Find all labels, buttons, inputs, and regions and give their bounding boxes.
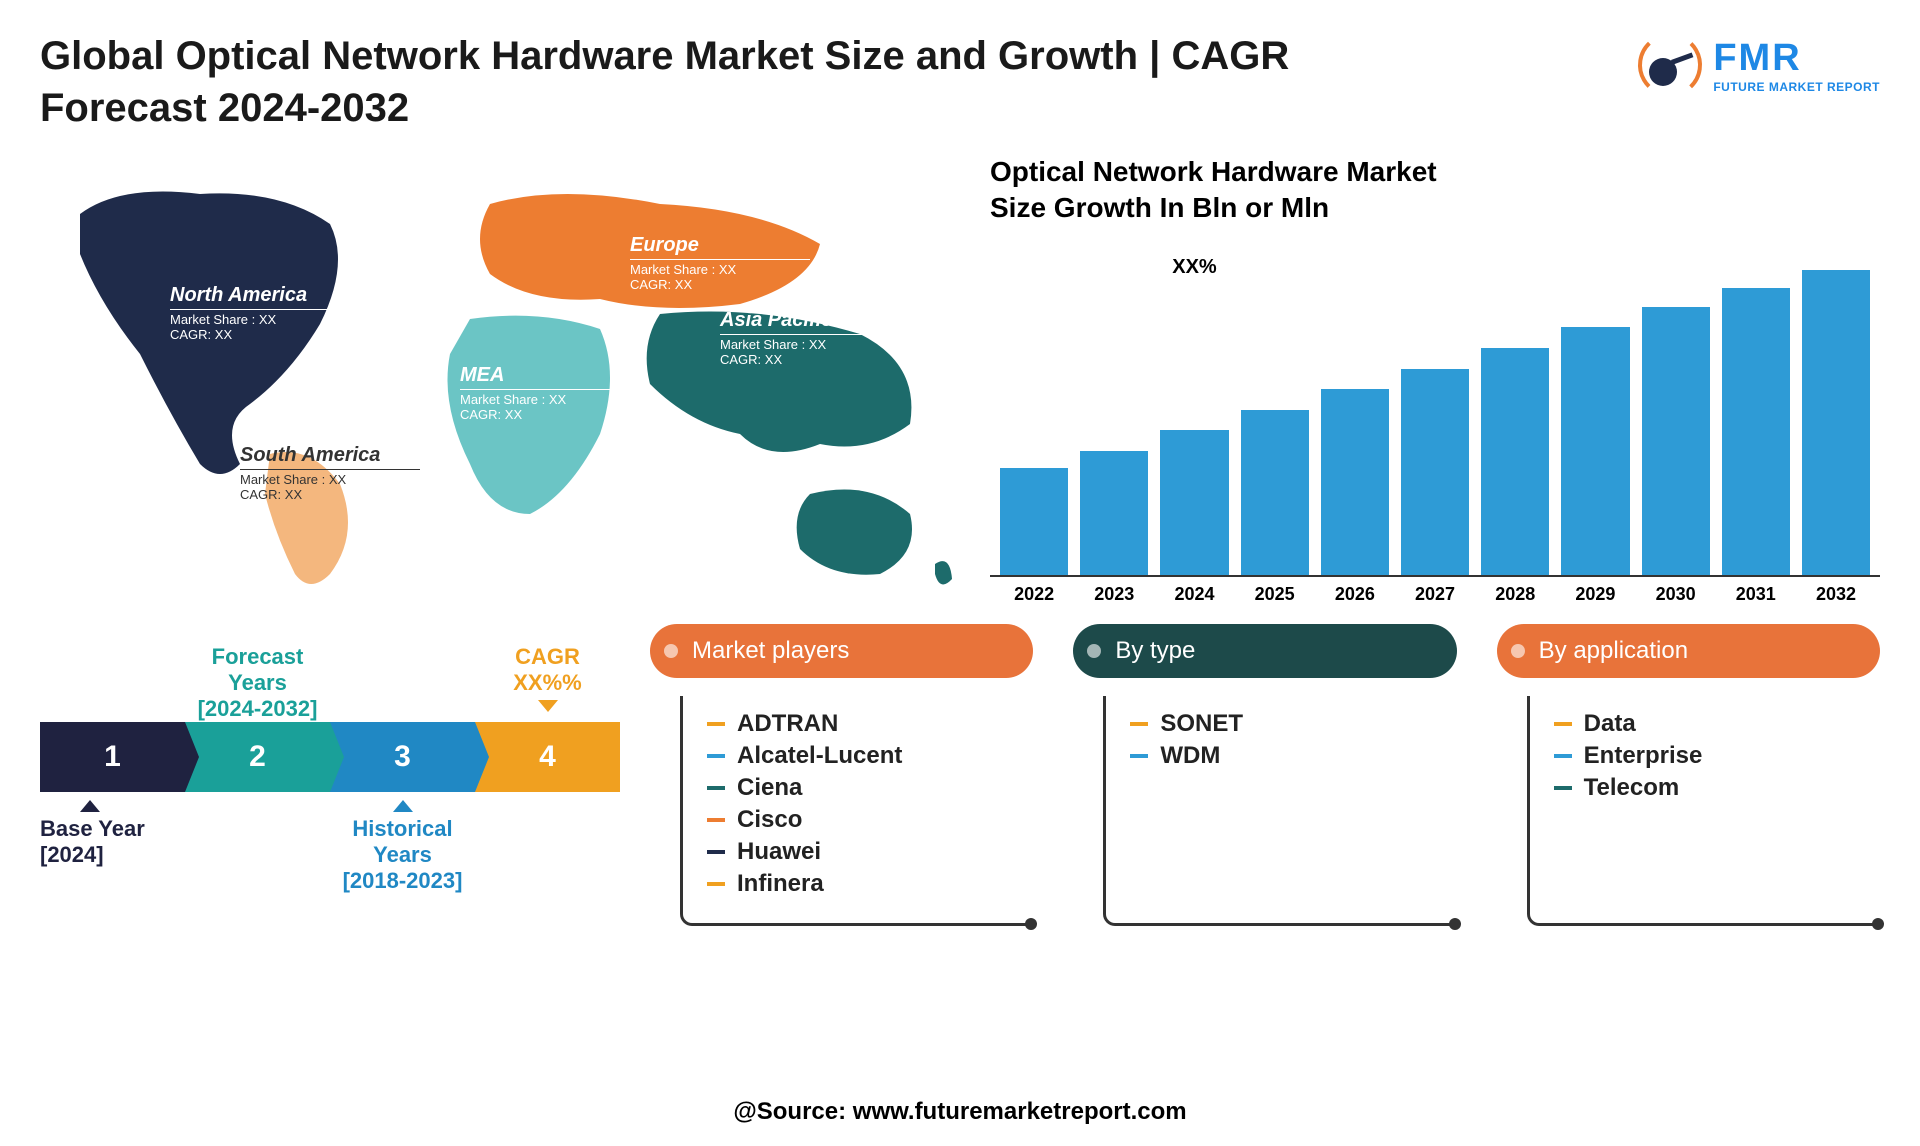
forecast-annotation: Forecast Years [2024-2032] (185, 644, 330, 714)
timeline-segment: 3 (330, 722, 475, 792)
map-region-label: Asia PacificMarket Share : XXCAGR: XX (720, 309, 900, 367)
timeline-segment: 1 (40, 722, 185, 792)
pill-header: Market players (650, 624, 1033, 678)
pill-column: By application Data Enterprise Telecom (1497, 624, 1880, 926)
historical-annotation: Historical Years [2018-2023] (330, 816, 475, 894)
chart-bar: 2027 (1401, 369, 1469, 575)
chart-bar: 2028 (1481, 348, 1549, 575)
pill-header: By application (1497, 624, 1880, 678)
map-region-label: South AmericaMarket Share : XXCAGR: XX (240, 444, 420, 502)
world-map: North AmericaMarket Share : XXCAGR: XX So… (40, 154, 960, 594)
chart-bars: 20222023XX%20242025202620272028202920302… (990, 247, 1880, 577)
chart-bar: XX%2024 (1160, 430, 1228, 574)
chevron-up-icon (393, 800, 413, 812)
timeline-segment: 2 (185, 722, 330, 792)
source-attribution: @Source: www.futuremarketreport.com (733, 1098, 1186, 1126)
base-year-annotation: Base Year [2024] (40, 816, 185, 868)
logo-icon (1635, 30, 1705, 100)
list-item: Ciena (707, 774, 1013, 802)
chart-bar: 2030 (1642, 307, 1710, 575)
list-item: Alcatel-Lucent (707, 742, 1013, 770)
map-region-label: MEAMarket Share : XXCAGR: XX (460, 364, 640, 422)
chart-title: Optical Network Hardware Market Size Gro… (990, 154, 1490, 227)
list-item: ADTRAN (707, 710, 1013, 738)
pill-list: ADTRAN Alcatel-Lucent Ciena Cisco Huawei Infi… (680, 696, 1033, 926)
map-region-label: North AmericaMarket Share : XXCAGR: XX (170, 284, 350, 342)
pill-header: By type (1073, 624, 1456, 678)
logo: FMR FUTURE MARKET REPORT (1635, 30, 1880, 100)
chart-bar: 2022 (1000, 468, 1068, 575)
growth-chart: Optical Network Hardware Market Size Gro… (990, 154, 1880, 594)
chart-bar: 2025 (1241, 410, 1309, 575)
map-region-label: EuropeMarket Share : XXCAGR: XX (630, 234, 810, 292)
pill-list: SONET WDM (1103, 696, 1456, 926)
list-item: Data (1554, 710, 1860, 738)
page-title: Global Optical Network Hardware Market S… (40, 30, 1440, 134)
logo-main-text: FMR (1713, 37, 1880, 80)
timeline-segment: 4 (475, 722, 620, 792)
pill-list: Data Enterprise Telecom (1527, 696, 1880, 926)
logo-sub-text: FUTURE MARKET REPORT (1713, 80, 1880, 94)
list-item: Infinera (707, 870, 1013, 898)
chevron-down-icon (538, 700, 558, 712)
list-item: Huawei (707, 838, 1013, 866)
chart-bar: 2031 (1722, 288, 1790, 575)
timeline-segments: 1234 (40, 722, 620, 792)
chart-bar: 2026 (1321, 389, 1389, 575)
category-pills: Market players ADTRAN Alcatel-Lucent Ciena C… (650, 624, 1880, 926)
list-item: Enterprise (1554, 742, 1860, 770)
chart-bar: XX%2032 (1802, 270, 1870, 575)
chart-bar: 2029 (1561, 327, 1629, 575)
list-item: WDM (1130, 742, 1436, 770)
cagr-annotation: CAGR XX%% (475, 644, 620, 714)
chart-bar: 2023 (1080, 451, 1148, 575)
pill-column: Market players ADTRAN Alcatel-Lucent Ciena C… (650, 624, 1033, 926)
list-item: Telecom (1554, 774, 1860, 802)
timeline: Forecast Years [2024-2032] CAGR XX%% 123… (40, 624, 620, 900)
chevron-up-icon (80, 800, 100, 812)
list-item: SONET (1130, 710, 1436, 738)
pill-column: By type SONET WDM (1073, 624, 1456, 926)
list-item: Cisco (707, 806, 1013, 834)
